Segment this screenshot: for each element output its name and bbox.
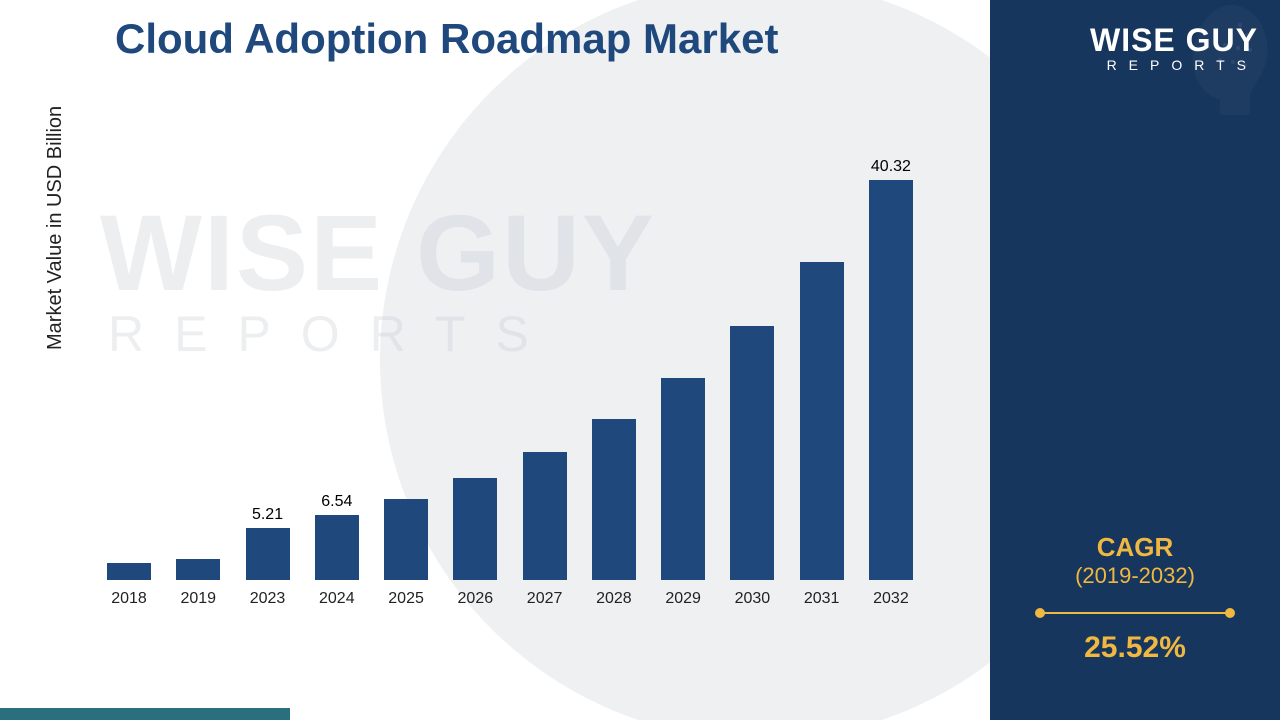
cagr-range: (2019-2032) xyxy=(1030,563,1240,589)
right-panel: WISE GUY REPORTS CAGR (2019-2032) 25.52% xyxy=(990,0,1280,720)
bar-value-label: 40.32 xyxy=(871,158,911,176)
bar-slot xyxy=(377,477,435,580)
bar-slot: 40.32 xyxy=(862,158,920,580)
bar-slot xyxy=(516,430,574,580)
x-axis-labels: 2018 2019 2023 2024 2025 2026 2027 2028 2029 2030… xyxy=(100,590,920,608)
logo-line1: WISE GUY xyxy=(1090,22,1258,59)
bar-slot xyxy=(585,397,643,580)
cagr-divider xyxy=(1030,603,1240,623)
bar-value-label: 6.54 xyxy=(321,493,352,511)
x-tick-label: 2023 xyxy=(239,590,297,608)
bar-slot xyxy=(793,240,851,580)
logo-line2: REPORTS xyxy=(1090,57,1258,73)
x-tick-label: 2026 xyxy=(446,590,504,608)
x-tick-label: 2025 xyxy=(377,590,435,608)
bar xyxy=(869,180,913,580)
x-tick-label: 2027 xyxy=(516,590,574,608)
bar-chart: 5.216.5440.32 20182019202320242025202620… xyxy=(60,160,920,580)
x-tick-label: 2028 xyxy=(585,590,643,608)
page-title: Cloud Adoption Roadmap Market xyxy=(115,15,778,63)
x-tick-label: 2031 xyxy=(793,590,851,608)
bar xyxy=(246,528,290,580)
bar xyxy=(661,378,705,580)
bars-container: 5.21 6.54 40.32 xyxy=(100,160,920,580)
x-tick-label: 2030 xyxy=(723,590,781,608)
bar xyxy=(384,499,428,580)
bar xyxy=(730,326,774,580)
plot-area: 5.21 6.54 40.32 xyxy=(100,160,920,580)
bar xyxy=(107,563,151,580)
bar-slot xyxy=(169,537,227,580)
bar xyxy=(315,515,359,580)
x-tick-label: 2019 xyxy=(169,590,227,608)
bar-value-label: 5.21 xyxy=(252,506,283,524)
bar xyxy=(523,452,567,580)
bar xyxy=(592,419,636,580)
bar-slot: 6.54 xyxy=(308,493,366,580)
x-tick-label: 2024 xyxy=(308,590,366,608)
bar-slot xyxy=(723,304,781,580)
brand-logo: WISE GUY REPORTS xyxy=(1090,22,1258,73)
bar xyxy=(800,262,844,580)
x-tick-label: 2032 xyxy=(862,590,920,608)
bar-slot xyxy=(100,541,158,580)
cagr-value: 25.52% xyxy=(1030,631,1240,665)
bar xyxy=(453,478,497,580)
bar-slot xyxy=(446,456,504,580)
cagr-block: CAGR (2019-2032) 25.52% xyxy=(1030,532,1240,665)
bottom-left-accent xyxy=(0,708,290,720)
bar xyxy=(176,559,220,580)
cagr-title: CAGR xyxy=(1030,532,1240,563)
x-tick-label: 2029 xyxy=(654,590,712,608)
bar-slot: 5.21 xyxy=(239,506,297,580)
stage: WISE GUY REPORTS Cloud Adoption Roadmap … xyxy=(0,0,1280,720)
bar-slot xyxy=(654,356,712,580)
x-tick-label: 2018 xyxy=(100,590,158,608)
